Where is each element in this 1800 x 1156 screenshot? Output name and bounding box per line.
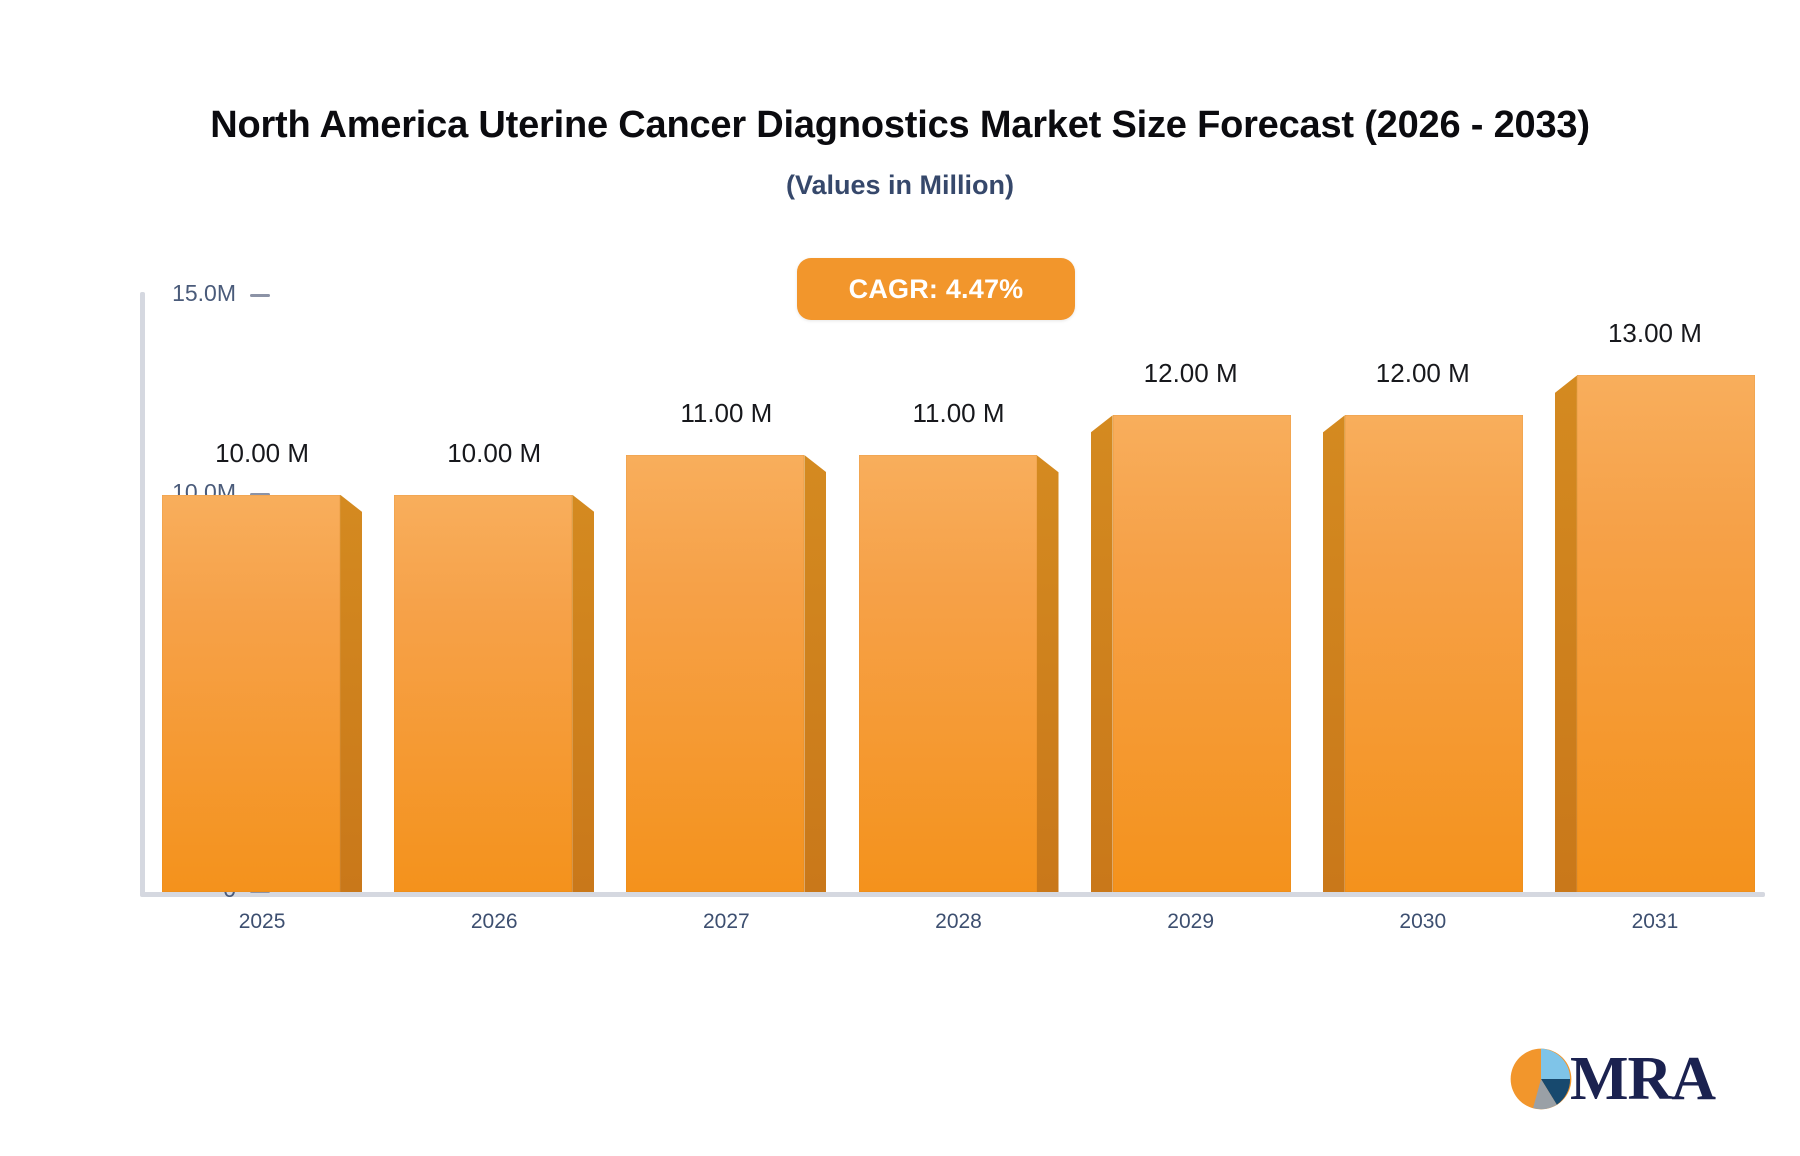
bar-side-face (340, 494, 363, 892)
bar-side-face (1554, 375, 1577, 892)
x-axis-tick-label: 2029 (1167, 910, 1214, 933)
bar-value-label: 13.00 M (1607, 318, 1702, 349)
page-title: North America Uterine Cancer Diagnostics… (210, 104, 1590, 146)
cagr-badge: CAGR: 4.47% (797, 258, 1075, 320)
bar-front-face (858, 454, 1037, 892)
bar-side-face (1322, 415, 1345, 892)
bar-side-face (804, 454, 827, 892)
bar-value-label: 12.00 M (1143, 358, 1238, 389)
x-axis-tick-label: 2027 (702, 910, 750, 933)
cagr-badge-label: CAGR: 4.47% (848, 273, 1024, 304)
bar-side-face (1090, 415, 1113, 892)
bar-value-label: 12.00 M (1375, 358, 1470, 389)
mra-logo: MRA (1508, 1040, 1758, 1118)
x-axis-tick-label: 2031 (1631, 910, 1679, 933)
bar-value-label: 11.00 M (912, 397, 1005, 428)
bar-series: 10.00 M 10.00 M 11.00 M 11.00 M 12.00 M 12.00… (140, 292, 1765, 896)
bar[interactable]: 11.00 M (140, 398, 1765, 892)
y-axis-line (140, 292, 145, 896)
bar[interactable]: 12.00 M (140, 358, 1765, 892)
bar[interactable]: 10.00 M (140, 438, 1765, 892)
bar-front-face (1112, 415, 1291, 892)
x-axis-tick-label: 2030 (1399, 910, 1447, 933)
bar-front-face (1344, 415, 1523, 892)
x-axis-tick-label: 2028 (935, 910, 982, 933)
y-axis-tick-label: 15.0M (172, 280, 236, 306)
x-axis-tick-label: 2025 (238, 910, 286, 933)
bar[interactable]: 13.00 M (140, 318, 1765, 892)
bar-front-face (394, 494, 573, 892)
chart-subtitle: (Values in Million) (785, 170, 1015, 200)
y-axis-tick-mark (250, 294, 270, 297)
bar[interactable]: 10.00 M (140, 438, 1765, 892)
pie-chart-icon (1510, 1048, 1572, 1110)
bar-front-face (162, 494, 341, 892)
bar-value-label: 11.00 M (680, 397, 773, 428)
logo-wordmark: MRA (1570, 1045, 1716, 1113)
x-axis-line (140, 892, 1765, 897)
bar[interactable]: 11.00 M (140, 398, 1765, 892)
bar-front-face (626, 454, 805, 892)
bar-side-face (1036, 454, 1059, 892)
bar-value-label: 10.00 M (447, 437, 542, 468)
bar-side-face (572, 494, 595, 892)
bar[interactable]: 12.00 M (140, 358, 1765, 892)
bar-value-label: 10.00 M (215, 437, 310, 468)
x-axis-tick-label: 2026 (470, 910, 518, 933)
bar-front-face (1576, 375, 1755, 892)
y-axis-tick-mark (250, 492, 270, 496)
